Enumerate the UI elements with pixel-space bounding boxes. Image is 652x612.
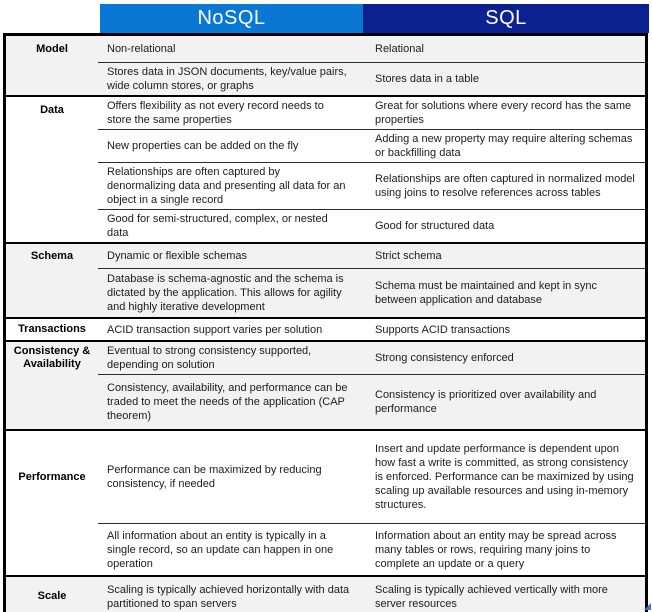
nosql-cell: New properties can be added on the fly <box>107 140 299 152</box>
sql-cell: Adding a new property may require alteri… <box>375 133 633 159</box>
sql-cell: Information about an entity may be sprea… <box>375 529 617 570</box>
category-label: Consistency & Availability <box>13 345 91 370</box>
category-label: Scale <box>37 590 67 602</box>
category-label: Schema <box>30 249 74 262</box>
table-row: ACID transaction support varies per solu… <box>98 319 645 340</box>
sql-cell: Schema must be maintained and kept in sy… <box>375 280 597 306</box>
category-label: Performance <box>18 470 86 483</box>
nosql-cell: Database is schema-agnostic and the sche… <box>107 273 344 313</box>
category-label: Model <box>36 42 68 55</box>
category-cell: Consistency & Availability <box>6 342 98 429</box>
section-performance: Performance Performance can be maximized … <box>6 429 645 575</box>
nosql-cell: Offers flexibility as not every record n… <box>107 100 324 126</box>
nosql-header-cell: NoSQL <box>100 4 363 33</box>
nosql-cell: Dynamic or flexible schemas <box>107 250 247 262</box>
header-row: NoSQL SQL <box>100 4 649 33</box>
table-row: Performance can be maximized by reducing… <box>98 431 645 523</box>
section-schema: Schema Dynamic or flexible schemas Strict … <box>6 242 645 317</box>
table-row: Scaling is typically achieved horizontal… <box>98 577 645 612</box>
category-cell: Data <box>6 97 98 242</box>
section-rows: Non-relational Relational Stores data in J… <box>98 36 645 95</box>
sql-cell: Scaling is typically achieved vertically… <box>375 583 608 610</box>
sql-cell: Supports ACID transactions <box>375 323 511 336</box>
category-cell: Transactions <box>6 319 98 340</box>
sql-cell: Relational <box>375 43 424 55</box>
section-rows: Dynamic or flexible schemas Strict schema… <box>98 244 645 317</box>
nosql-cell: Eventual to strong consistency supported… <box>107 345 312 371</box>
category-cell: Model <box>6 36 98 95</box>
sql-cell: Great for solutions where every record h… <box>375 100 632 126</box>
comparison-table: Model Non-relational Relational Stores data… <box>3 33 648 612</box>
sql-cell: Strict schema <box>375 250 442 262</box>
nosql-cell: Relationships are often captured by deno… <box>107 166 346 206</box>
category-label: Data <box>40 104 64 116</box>
table-row: Non-relational Relational <box>98 36 645 62</box>
category-cell: Performance <box>6 431 98 575</box>
table-row: Consistency, availability, and performan… <box>98 374 645 429</box>
nosql-cell: Consistency, availability, and performan… <box>107 382 348 422</box>
section-scale: Scale Scaling is typically achieved horiz… <box>6 575 645 612</box>
section-model: Model Non-relational Relational Stores data… <box>6 36 645 95</box>
table-row: Dynamic or flexible schemas Strict schema <box>98 244 645 268</box>
section-rows: ACID transaction support varies per solu… <box>98 319 645 340</box>
table-row: Good for semi-structured, complex, or ne… <box>98 209 645 242</box>
sql-cell: Consistency is prioritized over availabi… <box>375 389 597 415</box>
category-cell: Scale <box>6 577 98 612</box>
sql-cell: Stores data in a table <box>375 73 479 85</box>
table-row: New properties can be added on the fly Ad… <box>98 129 645 162</box>
section-rows: Offers flexibility as not every record n… <box>98 97 645 242</box>
sql-cell: Relationships are often captured in norm… <box>375 173 635 199</box>
nosql-cell: Scaling is typically achieved horizontal… <box>107 583 350 610</box>
sql-cell: Strong consistency enforced <box>375 352 514 364</box>
sql-cell: Good for structured data <box>375 220 495 232</box>
nosql-cell: Performance can be maximized by reducing… <box>107 464 322 490</box>
resize-handle-artifact <box>644 603 651 610</box>
nosql-cell: Good for semi-structured, complex, or ne… <box>107 213 328 239</box>
category-cell: Schema <box>6 244 98 317</box>
category-label: Transactions <box>18 323 86 335</box>
table-row: All information about an entity is typic… <box>98 523 645 575</box>
table-row: Offers flexibility as not every record n… <box>98 97 645 129</box>
nosql-cell: ACID transaction support varies per solu… <box>107 323 323 336</box>
nosql-cell: Non-relational <box>107 43 176 55</box>
table-row: Eventual to strong consistency supported… <box>98 342 645 374</box>
nosql-cell: Stores data in JSON documents, key/value… <box>107 66 347 92</box>
section-data: Data Offers flexibility as not every reco… <box>6 95 645 242</box>
section-consistency-availability: Consistency & Availability Eventual to st… <box>6 340 645 429</box>
section-rows: Scaling is typically achieved horizontal… <box>98 577 645 612</box>
section-transactions: Transactions ACID transaction support var… <box>6 317 645 340</box>
table-row: Stores data in JSON documents, key/value… <box>98 62 645 95</box>
table-row: Database is schema-agnostic and the sche… <box>98 268 645 317</box>
sql-header-cell: SQL <box>363 4 649 33</box>
section-rows: Performance can be maximized by reducing… <box>98 431 645 575</box>
table-row: Relationships are often captured by deno… <box>98 162 645 209</box>
section-rows: Eventual to strong consistency supported… <box>98 342 645 429</box>
sql-cell: Insert and update performance is depende… <box>375 443 634 511</box>
nosql-cell: All information about an entity is typic… <box>107 529 334 570</box>
